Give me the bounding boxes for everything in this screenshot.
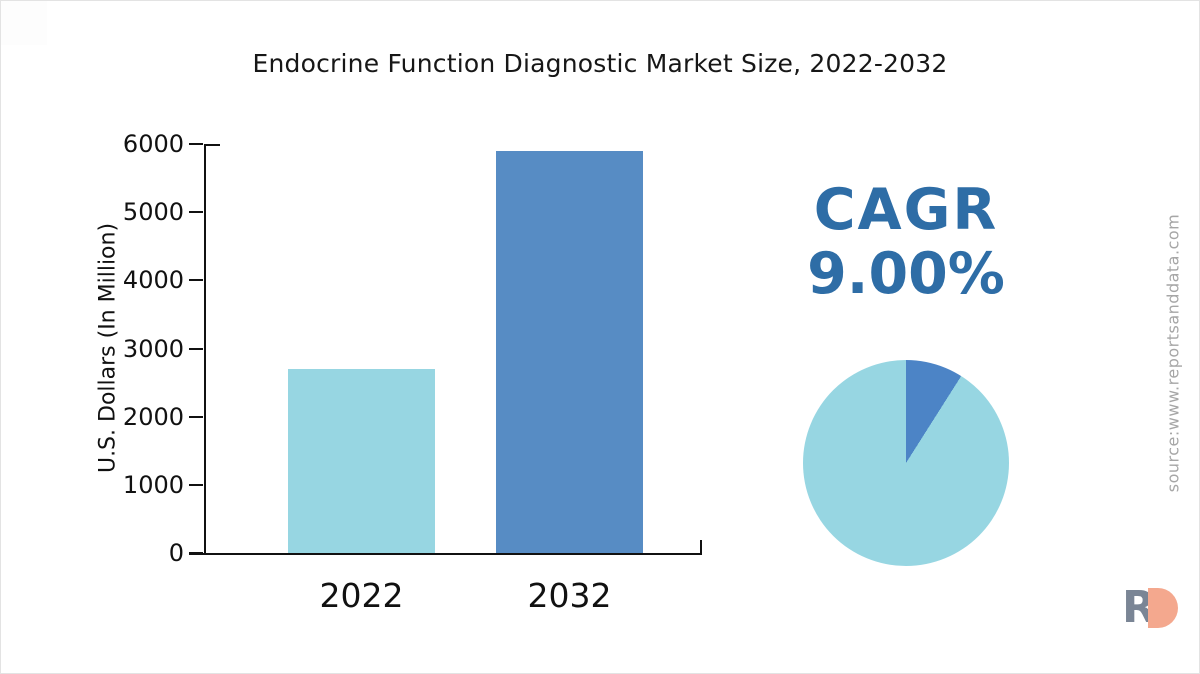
y-tick-label: 0 [168, 539, 184, 567]
bar-2032 [496, 150, 643, 553]
y-tick-label: 6000 [122, 130, 184, 158]
bar-2022 [288, 368, 435, 553]
y-tick-label: 5000 [122, 198, 184, 227]
x-tick-label-2022: 2022 [319, 576, 404, 615]
logo-d-shape [1147, 588, 1178, 628]
y-tick-label: 4000 [122, 266, 184, 295]
y-tick-mark [189, 279, 203, 282]
y-tick-label: 3000 [122, 334, 184, 363]
cagr-value: 9.00% [807, 240, 1005, 307]
x-axis-line [189, 553, 702, 555]
source-watermark: source:www.reportsanddata.com [1163, 213, 1183, 493]
y-tick-mark [189, 483, 203, 486]
x-tick-label-2032: 2032 [527, 576, 612, 615]
chart-title: Endocrine Function Diagnostic Market Siz… [252, 49, 948, 78]
corner-shade [1, 1, 47, 45]
bar-chart-plot-area: 0 1000 2000 3000 4000 5000 6000 2022 2032 [123, 132, 702, 615]
y-axis-line [204, 144, 206, 553]
y-tick-label: 1000 [122, 470, 184, 499]
y-tick-label: 2000 [122, 402, 184, 431]
y-tick-mark [189, 552, 203, 554]
y-tick-mark [189, 143, 203, 145]
cagr-callout: CAGR 9.00% [781, 177, 1031, 307]
y-axis-top-cap [206, 144, 220, 146]
cagr-pie-chart [803, 360, 1009, 566]
y-tick-mark [189, 347, 203, 350]
x-axis-right-cap [700, 540, 702, 553]
y-tick-mark [189, 211, 203, 214]
reportsanddata-logo: R [1122, 586, 1178, 630]
y-tick-mark [189, 415, 203, 418]
cagr-label: CAGR [813, 177, 999, 243]
